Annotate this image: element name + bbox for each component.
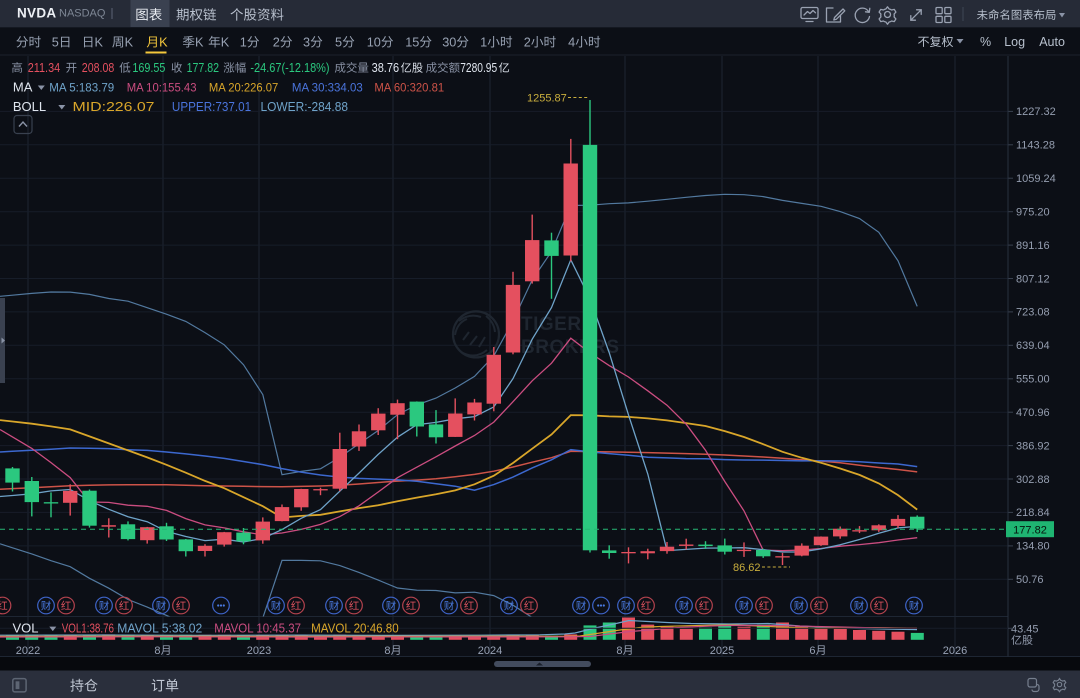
svg-text:K: K (125, 36, 134, 50)
svg-text:NVDA: NVDA (17, 6, 56, 21)
svg-text:VOL1:38.76: VOL1:38.76 (62, 621, 114, 636)
svg-text:MA 30:334.03: MA 30:334.03 (292, 81, 363, 95)
svg-text:MAVOL 10:45.37: MAVOL 10:45.37 (214, 621, 301, 636)
svg-text:MAVOL 20:46.80: MAVOL 20:46.80 (311, 621, 399, 636)
svg-text:2026: 2026 (943, 645, 967, 657)
svg-text:723.08: 723.08 (1016, 307, 1050, 319)
svg-text:1: 1 (480, 36, 487, 50)
svg-text:-24.67(-12.18%): -24.67(-12.18%) (250, 60, 329, 75)
svg-text:UPPER:737.01: UPPER:737.01 (172, 99, 251, 114)
svg-text:639.04: 639.04 (1016, 340, 1050, 352)
svg-text:MAVOL 5:38.02: MAVOL 5:38.02 (117, 621, 202, 636)
svg-text:555.00: 555.00 (1016, 374, 1050, 386)
svg-text:8: 8 (154, 645, 160, 657)
svg-text:K: K (195, 36, 204, 50)
svg-text:MA 5:183.79: MA 5:183.79 (49, 81, 114, 95)
svg-text:1143.28: 1143.28 (1016, 140, 1055, 152)
svg-text:2025: 2025 (710, 645, 734, 657)
svg-text:BOLL: BOLL (13, 99, 46, 114)
svg-text:K: K (221, 36, 230, 50)
svg-text:MA 10:155.43: MA 10:155.43 (127, 81, 197, 95)
svg-text:Log: Log (1004, 35, 1025, 49)
svg-text:302.88: 302.88 (1016, 474, 1050, 486)
svg-text:1: 1 (240, 36, 247, 50)
svg-text:MA 60:320.81: MA 60:320.81 (374, 81, 444, 95)
svg-text:2: 2 (524, 36, 531, 50)
svg-text:10: 10 (367, 36, 381, 50)
svg-text:208.08: 208.08 (82, 60, 115, 75)
svg-text:2: 2 (273, 36, 280, 50)
svg-text:975.20: 975.20 (1016, 207, 1050, 219)
svg-text:169.55: 169.55 (132, 60, 165, 75)
svg-text:5: 5 (335, 36, 342, 50)
svg-text:7280.95: 7280.95 (460, 60, 497, 75)
svg-text:5: 5 (52, 36, 59, 50)
svg-text:2022: 2022 (16, 645, 40, 657)
svg-text:3: 3 (303, 36, 310, 50)
svg-text:%: % (980, 35, 991, 49)
svg-text:MID:226.07: MID:226.07 (73, 99, 155, 114)
svg-text:8: 8 (384, 645, 390, 657)
svg-text:470.96: 470.96 (1016, 407, 1050, 419)
svg-text:43.45: 43.45 (1011, 624, 1039, 636)
svg-text:4: 4 (568, 36, 575, 50)
svg-text:Auto: Auto (1039, 35, 1065, 49)
svg-text:K: K (95, 36, 104, 50)
svg-text:891.16: 891.16 (1016, 240, 1050, 252)
svg-text:NASDAQ: NASDAQ (59, 8, 106, 20)
svg-text:K: K (159, 36, 168, 50)
svg-text:86.62: 86.62 (733, 562, 761, 574)
svg-text:VOL: VOL (13, 621, 39, 636)
svg-text:30: 30 (442, 36, 456, 50)
svg-text:LOWER:-284.88: LOWER:-284.88 (261, 99, 349, 114)
svg-text:1255.87: 1255.87 (527, 93, 567, 105)
svg-text:177.82: 177.82 (187, 60, 220, 75)
svg-text:134.80: 134.80 (1016, 541, 1050, 553)
svg-text:386.92: 386.92 (1016, 440, 1050, 452)
svg-text:TIGER: TIGER (521, 314, 582, 335)
svg-text:6: 6 (809, 645, 815, 657)
svg-text:MA 20:226.07: MA 20:226.07 (209, 81, 278, 95)
svg-text:807.12: 807.12 (1016, 273, 1050, 285)
svg-text:15: 15 (405, 36, 419, 50)
svg-text:8: 8 (616, 645, 622, 657)
svg-text:211.34: 211.34 (28, 60, 61, 75)
svg-text:1227.32: 1227.32 (1016, 106, 1056, 118)
svg-text:218.84: 218.84 (1016, 507, 1050, 519)
svg-text:38.76: 38.76 (372, 60, 400, 75)
svg-text:2023: 2023 (247, 645, 271, 657)
svg-text:MA: MA (13, 80, 33, 95)
svg-text:50.76: 50.76 (1016, 574, 1044, 586)
svg-text:177.82: 177.82 (1013, 524, 1047, 536)
svg-text:2024: 2024 (478, 645, 502, 657)
svg-text:1059.24: 1059.24 (1016, 173, 1056, 185)
